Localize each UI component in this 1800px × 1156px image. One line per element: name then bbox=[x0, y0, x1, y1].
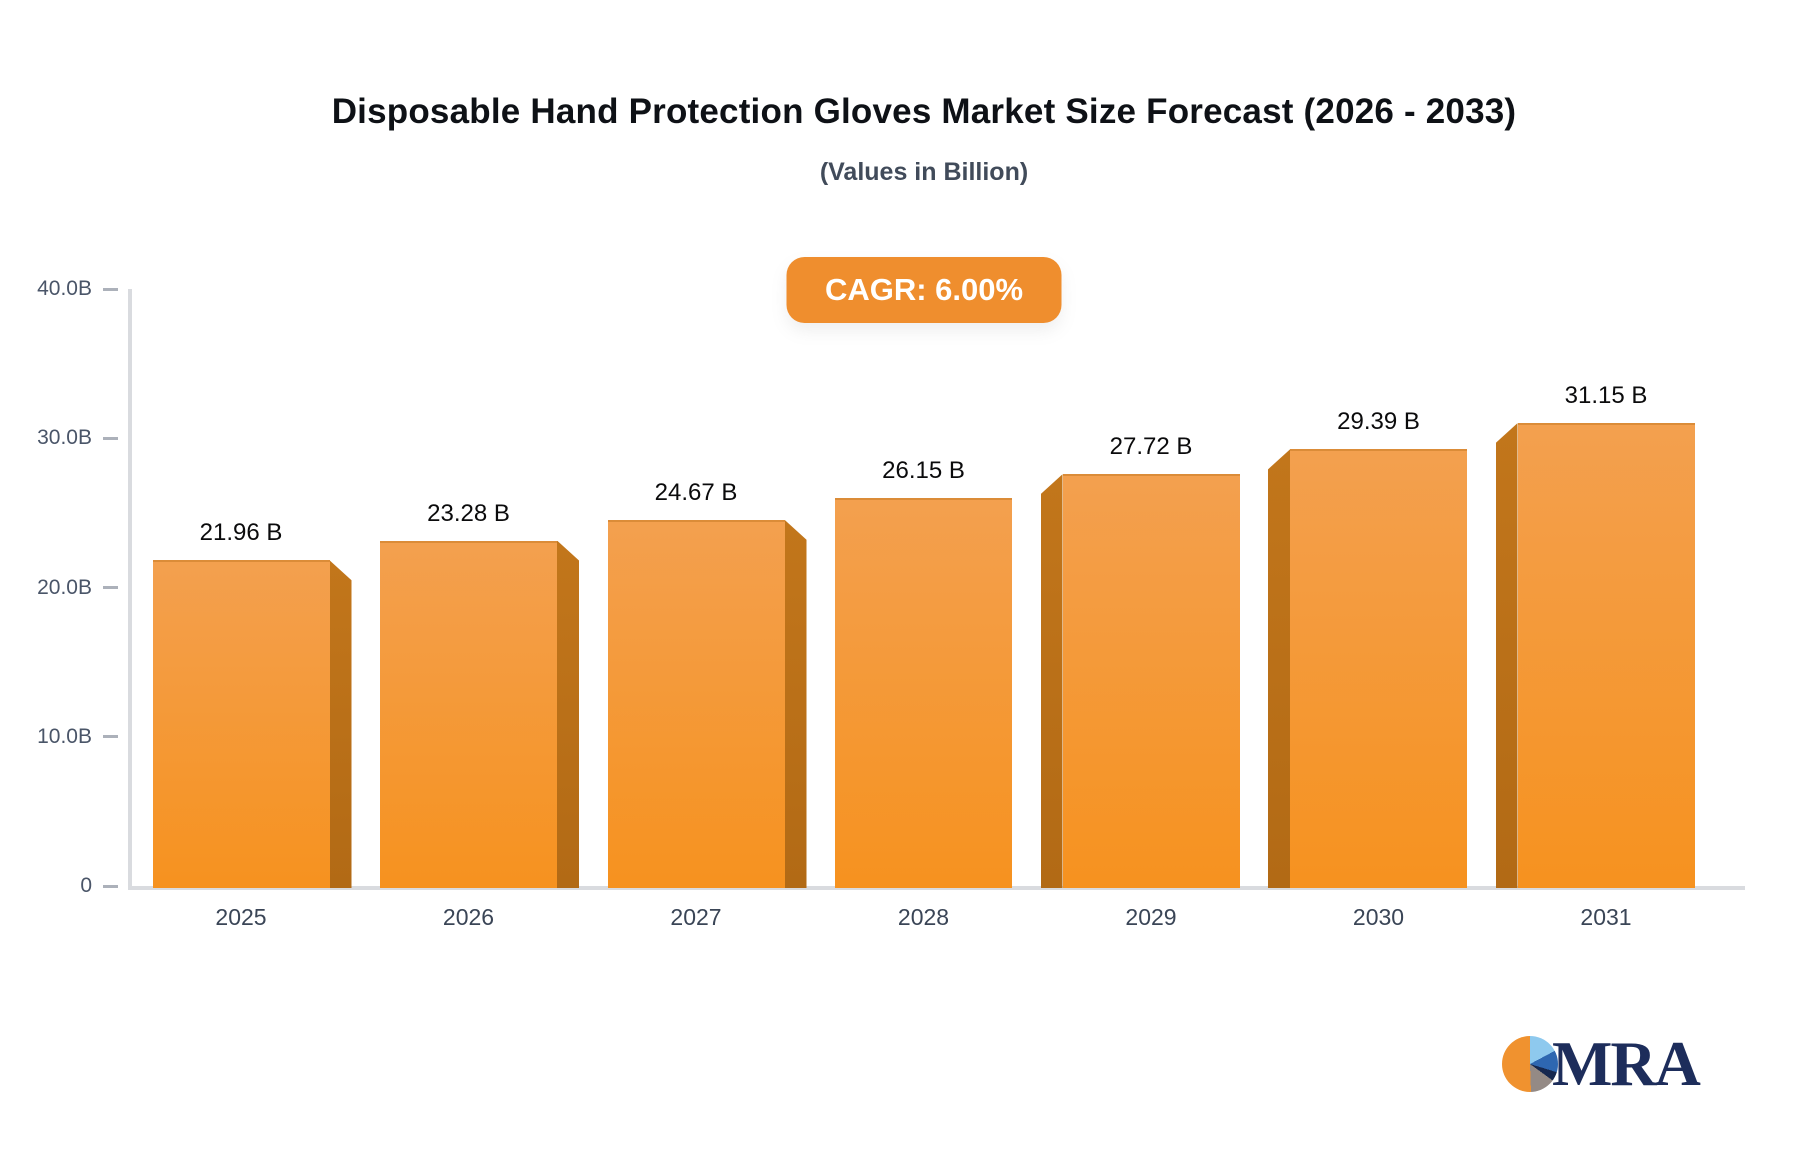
bar-side-face-2029 bbox=[1040, 474, 1063, 888]
x-axis-label-2031: 2031 bbox=[1580, 904, 1632, 930]
y-axis-tick-label: 30.0B bbox=[37, 426, 92, 450]
y-axis-line bbox=[128, 289, 132, 888]
chart-title: Disposable Hand Protection Gloves Market… bbox=[331, 92, 1517, 131]
bar-2026 bbox=[380, 540, 557, 888]
bar-value-label-2025: 21.96 B bbox=[199, 519, 283, 547]
bar-value-label-2026: 23.28 B bbox=[427, 499, 510, 527]
x-axis-label-2027: 2027 bbox=[670, 904, 722, 930]
y-axis-tick bbox=[103, 436, 118, 440]
y-axis-tick-label: 10.0B bbox=[37, 724, 92, 748]
y-axis-tick-label: 0 bbox=[80, 874, 92, 897]
bar-value-label-2029: 27.72 B bbox=[1109, 433, 1193, 461]
bar-side-face-2027 bbox=[784, 519, 807, 888]
x-axis-label-2026: 2026 bbox=[442, 904, 495, 930]
bar-side-face-2030 bbox=[1268, 449, 1290, 888]
bar-2029 bbox=[1062, 474, 1240, 888]
bar-side-face-2031 bbox=[1495, 423, 1518, 888]
x-axis-label-2030: 2030 bbox=[1352, 904, 1405, 930]
chart-subtitle: (Values in Billion) bbox=[819, 158, 1029, 186]
x-axis-label-2025: 2025 bbox=[215, 904, 267, 930]
bar-value-label-2031: 31.15 B bbox=[1564, 382, 1648, 410]
bar-2027 bbox=[607, 519, 785, 888]
bar-value-label-2027: 24.67 B bbox=[654, 478, 738, 506]
y-axis-tick-label: 40.0B bbox=[37, 277, 92, 300]
y-axis-tick bbox=[103, 586, 118, 589]
y-axis-tick bbox=[103, 884, 118, 888]
bar-2030 bbox=[1290, 449, 1467, 888]
bar-2025 bbox=[152, 560, 330, 888]
bar-side-face-2026 bbox=[557, 540, 579, 888]
logo-text: MRA bbox=[1552, 1028, 1701, 1099]
x-axis-line bbox=[128, 886, 1745, 890]
bar-side-face-2025 bbox=[329, 560, 352, 888]
bar-2031 bbox=[1517, 423, 1695, 888]
x-axis-label-2029: 2029 bbox=[1125, 904, 1177, 930]
mra-logo: MRA bbox=[1502, 1028, 1701, 1099]
pie-chart-logo-icon bbox=[1502, 1036, 1558, 1092]
x-axis-label-2028: 2028 bbox=[897, 904, 950, 930]
bar-value-label-2028: 26.15 B bbox=[882, 456, 965, 484]
bar-2028 bbox=[835, 497, 1012, 888]
y-axis-tick-label: 20.0B bbox=[37, 575, 92, 599]
cagr-badge: CAGR: 6.00% bbox=[786, 257, 1062, 323]
bar-value-label-2030: 29.39 B bbox=[1337, 408, 1420, 436]
y-axis-tick bbox=[103, 287, 118, 291]
y-axis-tick bbox=[103, 735, 118, 739]
